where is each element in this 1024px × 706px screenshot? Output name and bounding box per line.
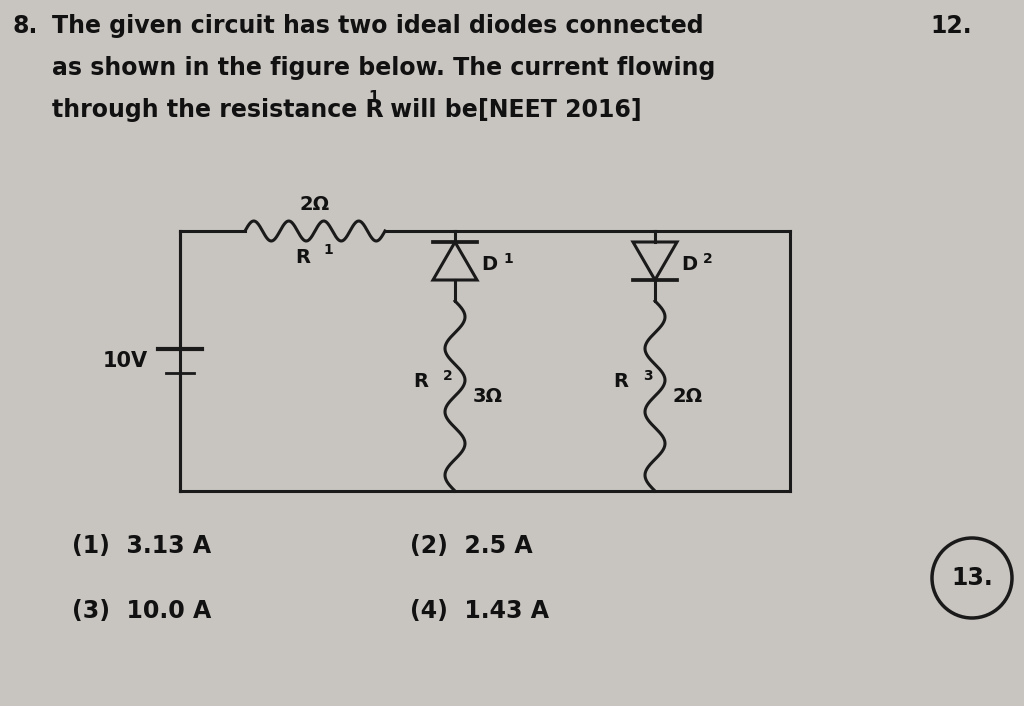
Text: 10V: 10V	[102, 351, 148, 371]
Text: 12.: 12.	[930, 14, 972, 38]
Text: (4)  1.43 A: (4) 1.43 A	[410, 599, 549, 623]
Text: 13.: 13.	[951, 566, 993, 590]
Text: D: D	[481, 254, 497, 273]
Text: (3)  10.0 A: (3) 10.0 A	[72, 599, 211, 623]
Text: as shown in the figure below. The current flowing: as shown in the figure below. The curren…	[52, 56, 716, 80]
Text: through the resistance R: through the resistance R	[52, 98, 384, 122]
Text: (2)  2.5 A: (2) 2.5 A	[410, 534, 532, 558]
Text: The given circuit has two ideal diodes connected: The given circuit has two ideal diodes c…	[52, 14, 703, 38]
Text: 2Ω: 2Ω	[673, 386, 703, 405]
Text: (1)  3.13 A: (1) 3.13 A	[72, 534, 211, 558]
Text: D: D	[681, 254, 697, 273]
Text: 3: 3	[643, 369, 652, 383]
Text: R: R	[413, 371, 428, 390]
Text: 2: 2	[703, 252, 713, 266]
Text: R: R	[613, 371, 628, 390]
Text: [NEET 2016]: [NEET 2016]	[478, 98, 642, 122]
Text: 3Ω: 3Ω	[473, 386, 503, 405]
Text: 2: 2	[443, 369, 453, 383]
Text: 1: 1	[368, 90, 379, 105]
Text: R: R	[295, 248, 310, 267]
Text: 8.: 8.	[13, 14, 38, 38]
Text: 1: 1	[323, 243, 333, 257]
Text: 2Ω: 2Ω	[300, 195, 330, 214]
Text: 1: 1	[503, 252, 513, 266]
Text: will be: will be	[382, 98, 478, 122]
